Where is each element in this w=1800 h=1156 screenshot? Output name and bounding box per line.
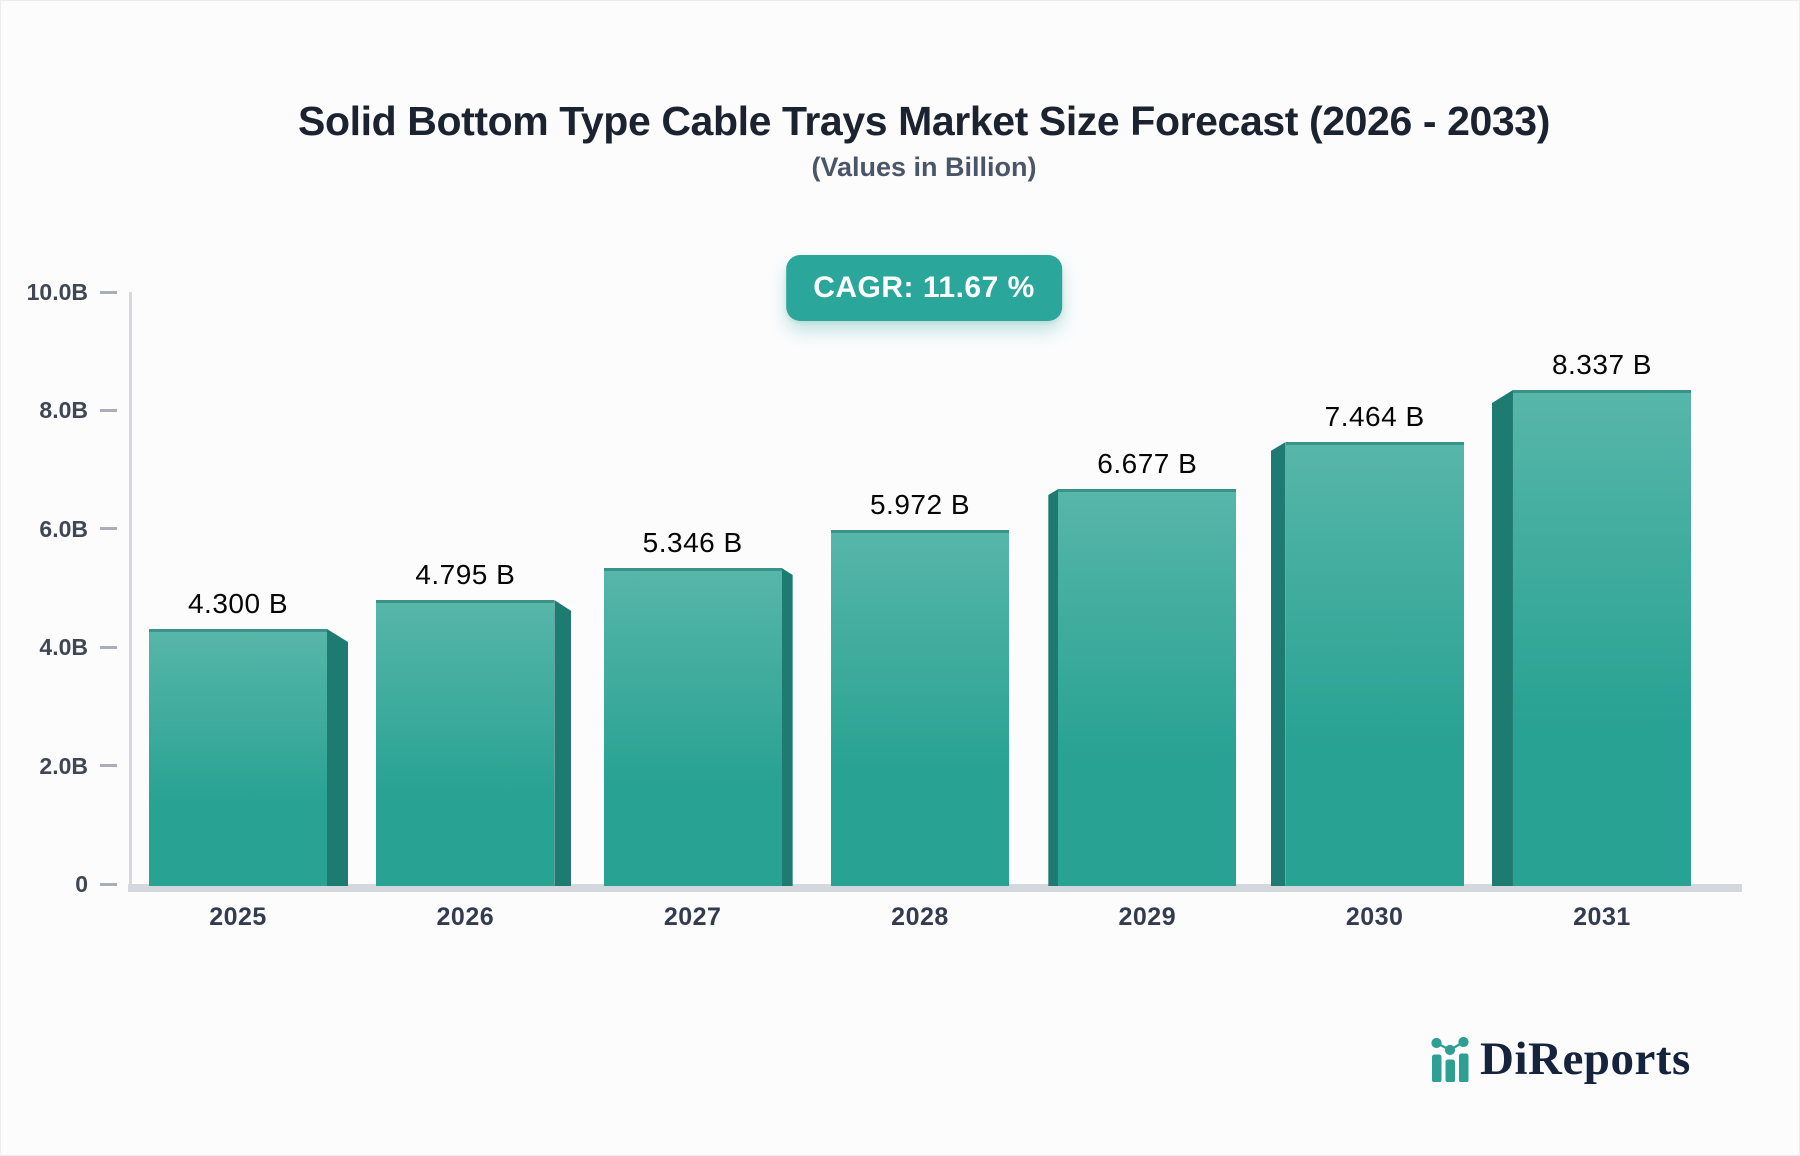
bar-value-label: 7.464 B	[1324, 401, 1425, 432]
bar-value-label: 5.346 B	[642, 527, 743, 558]
bar-value-label: 6.677 B	[1097, 448, 1198, 479]
bar-value-label: 4.300 B	[187, 588, 289, 619]
y-axis-tick-label: 10.0B	[26, 279, 88, 305]
bar-value-label: 5.972 B	[869, 489, 970, 520]
y-axis-tick	[100, 764, 117, 768]
direports-logo: DiReports	[1430, 1034, 1691, 1084]
y-axis-tick	[100, 408, 117, 412]
y-axis-tick-label: 4.0B	[39, 634, 88, 661]
y-axis-tick-label: 0	[75, 871, 88, 897]
x-axis-baseline	[128, 884, 1742, 892]
x-axis-label: 2030	[1345, 903, 1404, 931]
logo-text: DiReports	[1480, 1033, 1691, 1085]
y-axis-line	[129, 292, 132, 884]
y-axis-tick-label: 2.0B	[39, 752, 88, 779]
bar-side-face	[327, 629, 348, 886]
y-axis-tick	[100, 290, 117, 294]
bar	[830, 530, 1009, 886]
bar-side-face	[1270, 442, 1286, 886]
bar	[603, 568, 782, 886]
chart-title: Solid Bottom Type Cable Trays Market Siz…	[298, 98, 1550, 144]
x-axis-label: 2031	[1573, 903, 1631, 931]
y-axis-tick-label: 6.0B	[39, 515, 88, 542]
bar	[1058, 489, 1237, 886]
cagr-badge: CAGR: 11.67 %	[786, 255, 1062, 321]
bar-value-label: 4.795 B	[415, 559, 516, 590]
x-axis-label: 2026	[436, 903, 495, 931]
x-axis-label: 2029	[1118, 903, 1177, 931]
y-axis-tick	[100, 645, 117, 649]
bar	[1512, 390, 1691, 886]
y-axis-tick	[100, 527, 117, 531]
x-axis-label: 2025	[209, 903, 267, 931]
bar	[376, 600, 555, 886]
bar-side-face	[1048, 489, 1059, 886]
bar	[149, 629, 327, 886]
bar-side-face	[554, 600, 572, 886]
mini-bar-chart-icon	[1431, 1036, 1469, 1082]
bar-side-face	[781, 568, 793, 886]
x-axis-label: 2027	[663, 903, 722, 931]
bar-side-face	[1491, 390, 1513, 886]
bar	[1285, 442, 1464, 886]
chart-subtitle: (Values in Billion)	[811, 152, 1037, 182]
x-axis-label: 2028	[891, 903, 949, 931]
bar-value-label: 8.337 B	[1551, 349, 1652, 380]
y-axis-tick	[100, 882, 117, 886]
y-axis-tick-label: 8.0B	[39, 397, 88, 424]
